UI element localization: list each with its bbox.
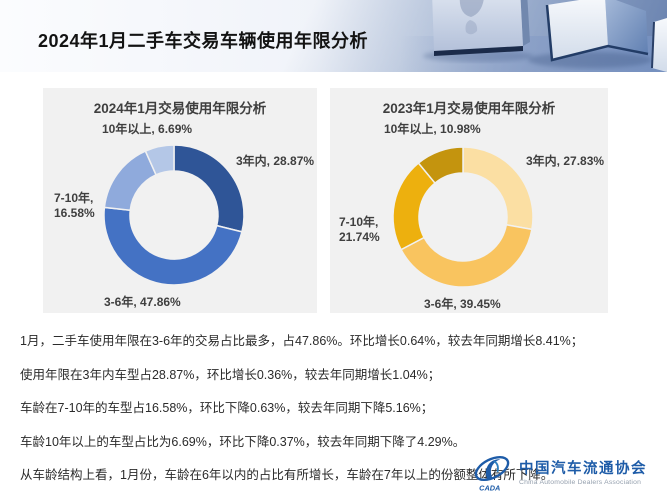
note-line: 使用年限在3年内车型占28.87%，环比增长0.36%，较去年同期增长1.04%… <box>20 367 441 382</box>
slice-label-3in: 3年内, 28.87% <box>236 154 315 168</box>
cube-icon <box>432 0 530 56</box>
chart-panel-2024: 2024年1月交易使用年限分析 10年以上, 6.69% 3年内, 28.87%… <box>43 88 317 313</box>
donut-slice-10年以上 <box>417 146 464 185</box>
donut-chart-2023 <box>392 146 534 288</box>
slice-label-3in: 3年内, 27.83% <box>526 154 605 168</box>
org-name-en: China Automobile Dealers Association <box>519 479 642 486</box>
slice-label-3to6: 3-6年, 39.45% <box>424 297 501 311</box>
org-name-cn: 中国汽车流通协会 <box>519 461 647 477</box>
analysis-notes: 1月，二手车使用年限在3-6年的交易占比最多，占47.86%。环比增长0.64%… <box>20 335 648 500</box>
donut-slice-3年内 <box>462 146 534 231</box>
slice-label-line: 7-10年, <box>339 215 379 229</box>
cube-icon <box>545 0 649 62</box>
page-title: 2024年1月二手车交易车辆使用年限分析 <box>38 31 369 51</box>
chart-title-2024: 2024年1月交易使用年限分析 <box>93 101 267 116</box>
logo-text-block: 中国汽车流通协会 China Automobile Dealers Associ… <box>519 461 647 487</box>
note-line: 1月，二手车使用年限在3-6年的交易占比最多，占47.86%。环比增长0.64%… <box>20 334 584 348</box>
header-banner: 2024年1月二手车交易车辆使用年限分析 <box>0 0 667 72</box>
chart-panel-2023: 2023年1月交易使用年限分析 10年以上, 10.98% 3年内, 27.83… <box>330 88 608 313</box>
donut-slice-3年内 <box>173 144 245 233</box>
slice-label-7to10: 7-10年, 21.74% <box>339 215 380 245</box>
chart-title-2023: 2023年1月交易使用年限分析 <box>382 101 556 116</box>
header-cubes-illustration <box>400 0 667 72</box>
donut-slice-3-6年 <box>400 223 533 288</box>
note-line: 车龄10年以上的车型占比为6.69%，环比下降0.37%，较去年同期下降了4.2… <box>20 434 466 449</box>
cube-icon <box>651 18 667 72</box>
cada-logo: CADA 中国汽车流通协会 China Automobile Dealers A… <box>470 452 647 496</box>
slice-label-7to10: 7-10年, 16.58% <box>54 191 95 221</box>
note-line: 从车龄结构上看，1月份，车龄在6年以内的占比有所增长，车龄在7年以上的份额整体有… <box>20 468 554 482</box>
donut-slice-10年以上 <box>144 144 175 176</box>
note-line: 车龄在7-10年的车型占16.58%，环比下降0.63%，较去年同期下降5.16… <box>20 401 434 415</box>
cada-logo-icon: CADA <box>474 455 510 493</box>
cada-logo-mark: CADA <box>479 484 500 493</box>
slice-label-10plus: 10年以上, 10.98% <box>384 122 481 136</box>
slice-label-10plus: 10年以上, 6.69% <box>102 122 193 136</box>
slice-label-line: 21.74% <box>339 230 380 244</box>
slice-label-line: 16.58% <box>54 206 95 220</box>
cube-shadow <box>528 52 652 68</box>
donut-slice-3-6年 <box>103 206 243 286</box>
donut-slice-7-10年 <box>103 150 158 212</box>
slice-label-3to6: 3-6年, 47.86% <box>104 295 181 309</box>
donut-chart-2024 <box>103 144 245 286</box>
slice-label-line: 7-10年, <box>54 191 94 205</box>
